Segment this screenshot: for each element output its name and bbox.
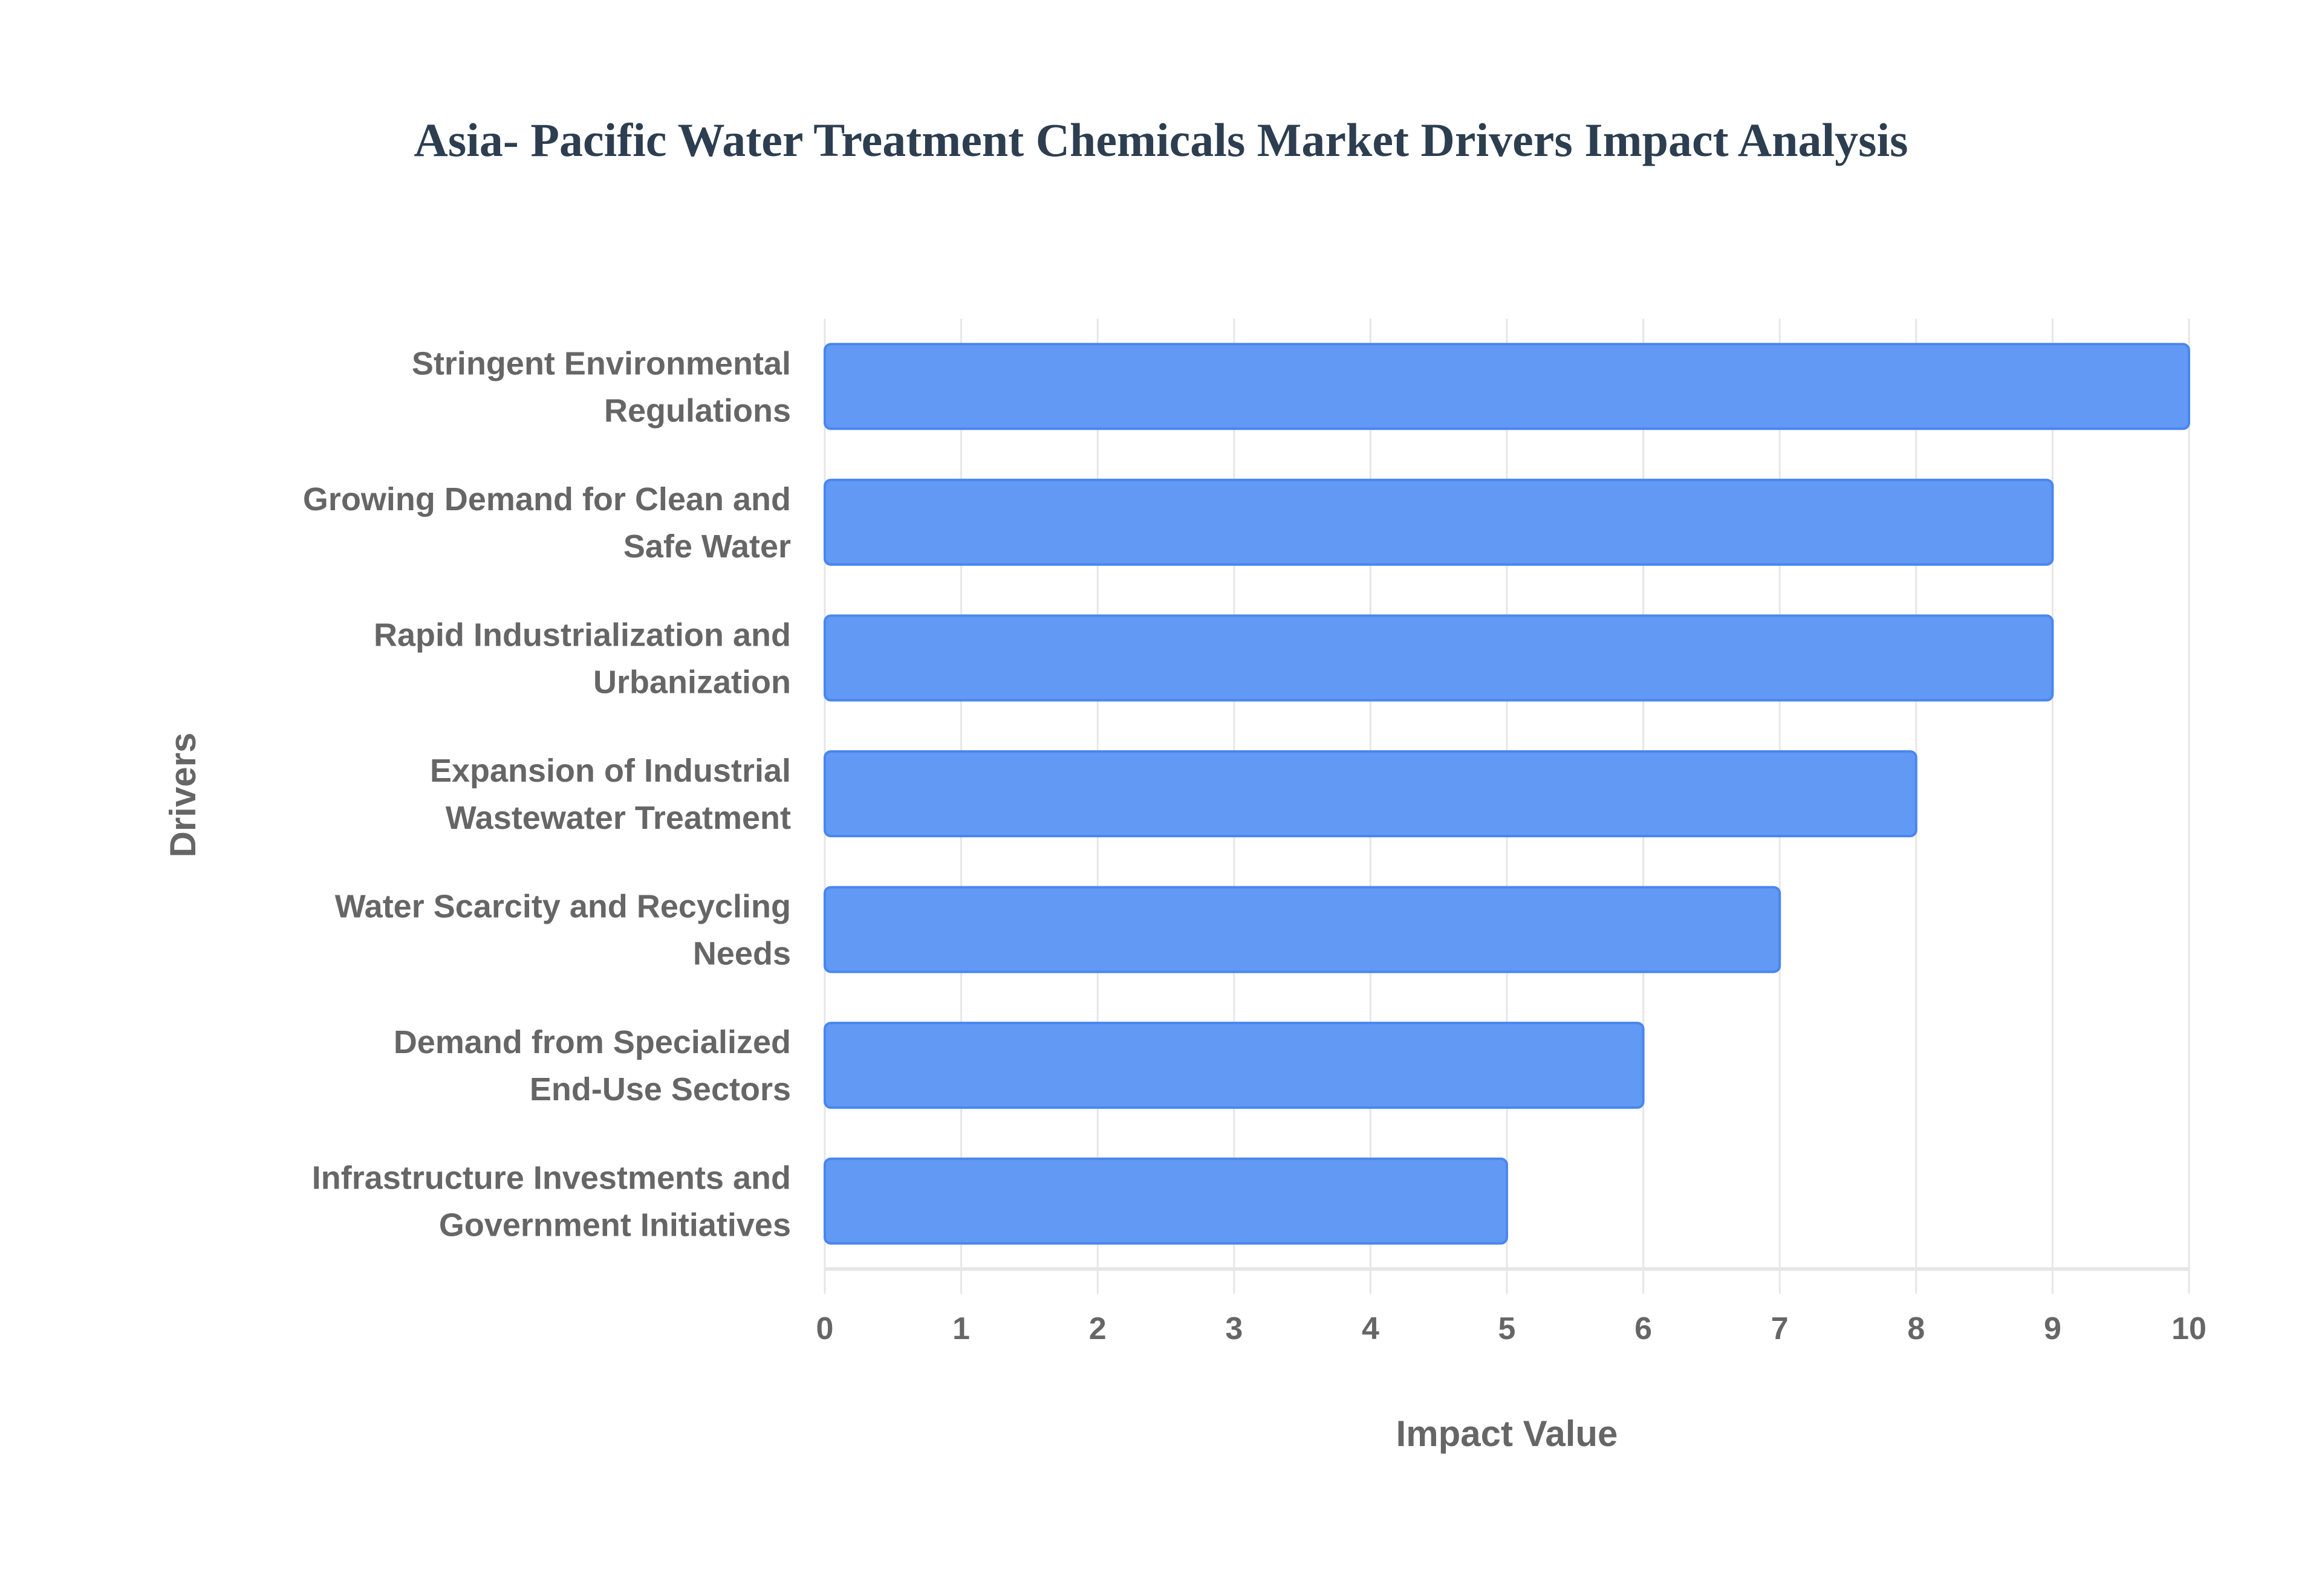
category-label: Wastewater Treatment [446,800,791,836]
bar [824,1157,1508,1245]
category-label: Infrastructure Investments and [312,1160,791,1196]
x-tick-label: 2 [1089,1311,1107,1346]
category-label: End-Use Sectors [530,1071,791,1108]
x-tick-label: 10 [2171,1311,2207,1346]
x-tick-label: 5 [1498,1311,1516,1346]
x-tick-label: 3 [1225,1311,1243,1346]
x-tick-label: 9 [2044,1311,2061,1346]
x-tick-label: 0 [816,1311,834,1346]
category-label: Growing Demand for Clean and [303,481,791,517]
x-tick-label: 7 [1771,1311,1789,1346]
category-label: Government Initiatives [439,1207,791,1244]
category-label: Safe Water [623,528,791,565]
bar [824,886,1781,973]
x-axis-label: Impact Value [1396,1413,1618,1454]
bar [824,1022,1645,1109]
bar [824,343,2190,430]
x-tick-label: 4 [1362,1311,1379,1346]
bars [824,343,2190,1245]
bar [824,614,2054,702]
x-tick-label: 1 [952,1311,970,1346]
category-label: Rapid Industrialization and [374,617,791,653]
category-labels: Stringent Environmental Regulations Growin… [303,345,791,1243]
y-axis-label: Drivers [163,733,203,858]
chart-title: Asia- Pacific Water Treatment Chemicals … [414,114,1908,166]
x-tick-labels: 0 1 2 3 4 5 6 7 8 9 10 [816,1311,2207,1346]
category-label: Demand from Specialized [394,1024,791,1060]
category-label: Urbanization [593,664,791,700]
category-label: Water Scarcity and Recycling [335,889,791,925]
category-label: Stringent Environmental [412,345,791,381]
x-tick-label: 6 [1634,1311,1652,1346]
category-label: Needs [693,936,791,972]
x-tick-label: 8 [1907,1311,1925,1346]
bar [824,478,2054,566]
bar [824,750,1917,837]
category-label: Expansion of Industrial [430,753,791,789]
category-label: Regulations [604,392,791,429]
